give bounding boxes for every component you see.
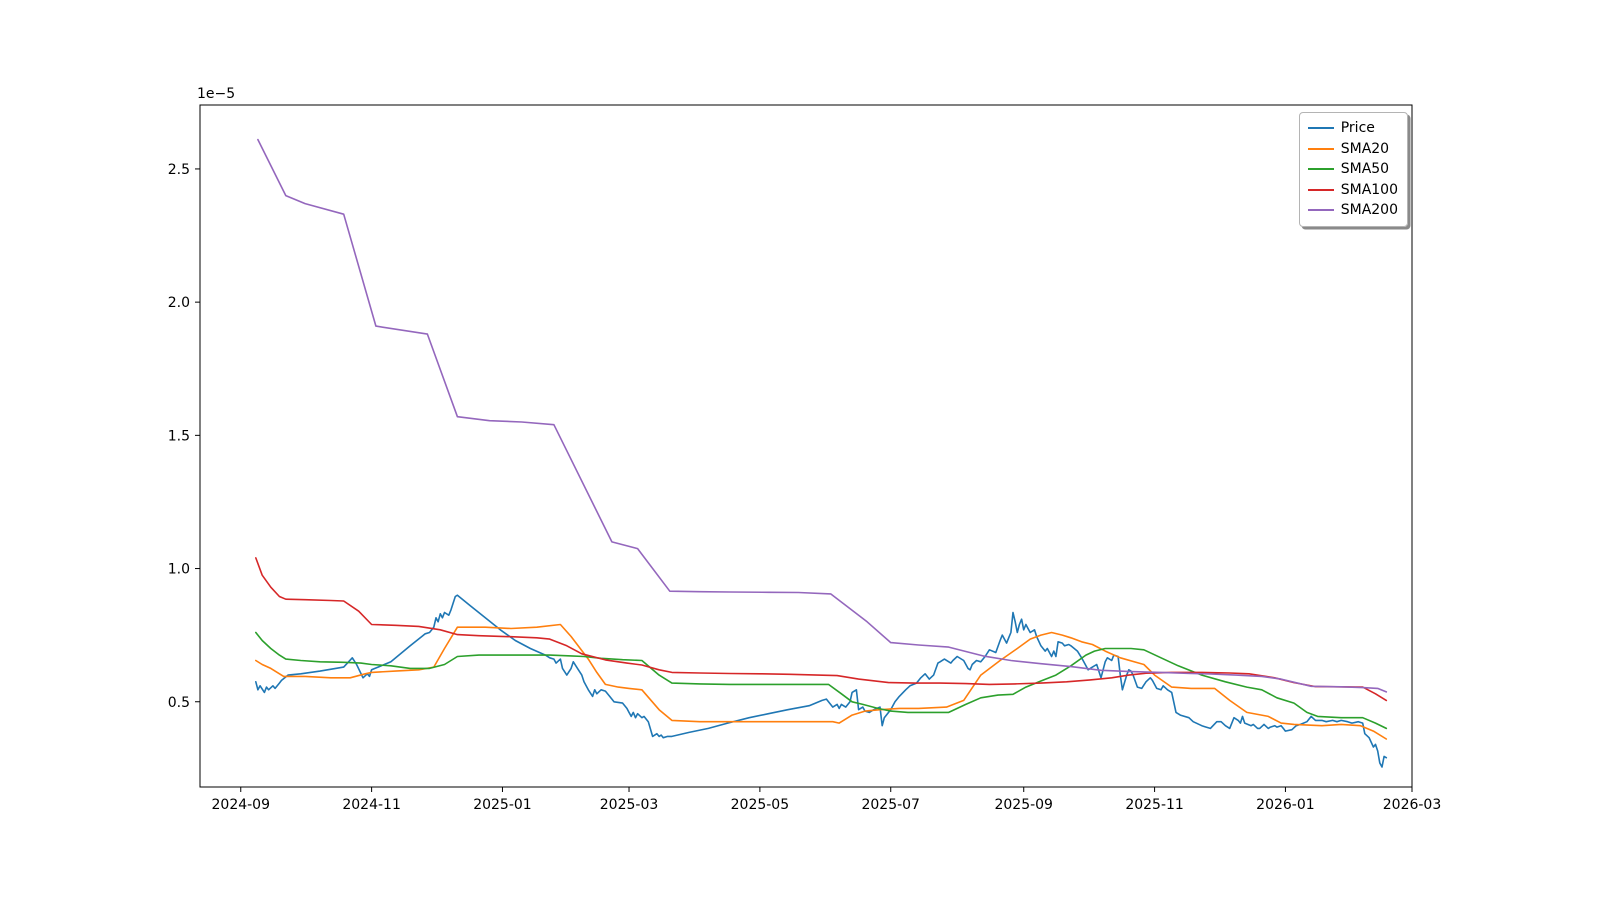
- legend-label-price: Price: [1340, 120, 1375, 137]
- legend-line-sample-sma20: [1307, 147, 1334, 150]
- x-tick-label: 2025-09: [994, 797, 1053, 813]
- legend: Price SMA20 SMA50 SMA100 SMA200: [1298, 112, 1408, 227]
- x-tick-label: 2026-01: [1256, 797, 1315, 813]
- legend-item-sma100: SMA100: [1307, 180, 1398, 201]
- y-tick-label: 1.0: [168, 562, 190, 578]
- x-tick-label: 2025-01: [473, 797, 532, 813]
- legend-item-sma50: SMA50: [1307, 159, 1398, 180]
- legend-item-price: Price: [1307, 118, 1398, 139]
- x-tick-label: 2025-11: [1125, 797, 1184, 813]
- legend-label-sma200: SMA200: [1340, 202, 1398, 219]
- legend-label-sma50: SMA50: [1340, 161, 1390, 178]
- series-line-sma200: [257, 138, 1388, 693]
- legend-label-sma20: SMA20: [1340, 140, 1390, 157]
- y-tick-label: 0.5: [168, 695, 190, 711]
- y-tick-label: 2.0: [168, 295, 190, 311]
- series-line-sma100: [255, 557, 1388, 702]
- y-axis-offset-label: 1e−5: [197, 86, 236, 102]
- legend-line-sample-sma50: [1307, 168, 1334, 171]
- axes-frame: [199, 104, 1413, 788]
- x-tick-label: 2026-03: [1383, 797, 1442, 813]
- series-line-sma50: [255, 631, 1388, 730]
- legend-line-sample-sma100: [1307, 188, 1334, 191]
- x-tick-label: 2025-05: [731, 797, 790, 813]
- y-tick-label: 1.5: [168, 428, 190, 444]
- series-line-price: [255, 594, 1388, 768]
- legend-line-sample-price: [1307, 127, 1334, 130]
- legend-item-sma200: SMA200: [1307, 200, 1398, 221]
- x-tick-label: 2025-07: [861, 797, 920, 813]
- x-tick-label: 2024-11: [342, 797, 401, 813]
- legend-line-sample-sma200: [1307, 209, 1334, 212]
- x-tick-label: 2024-09: [212, 797, 271, 813]
- legend-label-sma100: SMA100: [1340, 181, 1398, 198]
- legend-item-sma20: SMA20: [1307, 139, 1398, 160]
- y-tick-label: 2.5: [168, 162, 190, 178]
- x-tick-label: 2025-03: [600, 797, 659, 813]
